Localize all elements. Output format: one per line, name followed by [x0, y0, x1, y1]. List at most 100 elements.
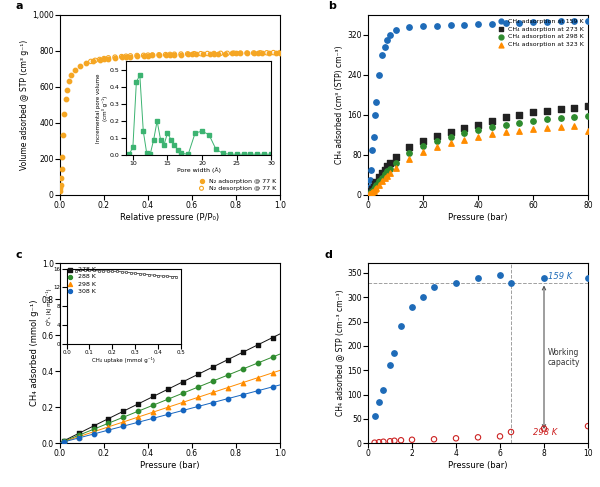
- CH₄ adsorption at 159 K: [391, 26, 400, 34]
- 288 K: [178, 389, 188, 397]
- Legend: 278 K, 288 K, 298 K, 308 K: 278 K, 288 K, 298 K, 308 K: [63, 266, 96, 295]
- CH₄ adsorption at 298 K: [473, 126, 483, 134]
- N₂ adsorption @ 77 K: [170, 51, 179, 58]
- N₂ desorption @ 77 K: [86, 57, 95, 65]
- 308 K: [59, 438, 68, 446]
- CH₄ adsorption at 273 K: [380, 166, 389, 173]
- N₂ adsorption @ 77 K: [75, 62, 85, 70]
- N₂ desorption @ 77 K: [139, 52, 148, 59]
- CH₄ adsorption at 273 K: [369, 183, 379, 190]
- Point: [385, 361, 395, 369]
- N₂ desorption @ 77 K: [99, 55, 109, 62]
- Point: [429, 283, 439, 291]
- N₂ adsorption @ 77 K: [66, 71, 76, 79]
- 298 K: [59, 438, 68, 446]
- N₂ desorption @ 77 K: [165, 51, 175, 58]
- CH₄ adsorption at 323 K: [365, 190, 375, 198]
- CH₄ adsorption at 273 K: [528, 108, 538, 116]
- X-axis label: Pressure (bar): Pressure (bar): [448, 213, 508, 222]
- N₂ desorption @ 77 K: [229, 49, 239, 57]
- CH₄ adsorption at 298 K: [377, 174, 386, 182]
- 288 K: [208, 377, 218, 385]
- N₂ desorption @ 77 K: [236, 49, 245, 57]
- CH₄ adsorption at 159 K: [366, 166, 376, 173]
- CH₄ adsorption at 298 K: [500, 121, 510, 129]
- 308 K: [163, 411, 173, 418]
- N₂ adsorption @ 77 K: [231, 49, 241, 57]
- CH₄ adsorption at 159 K: [528, 18, 538, 26]
- N₂ desorption @ 77 K: [262, 49, 272, 56]
- N₂ desorption @ 77 K: [242, 49, 252, 57]
- 288 K: [134, 407, 143, 415]
- 308 K: [238, 391, 248, 399]
- 288 K: [193, 383, 203, 391]
- N₂ desorption @ 77 K: [125, 52, 135, 60]
- N₂ adsorption @ 77 K: [125, 53, 135, 60]
- CH₄ adsorption at 159 K: [370, 111, 380, 118]
- N₂ adsorption @ 77 K: [143, 52, 153, 59]
- 288 K: [223, 371, 233, 379]
- Point: [374, 438, 384, 446]
- CH₄ adsorption at 298 K: [446, 133, 455, 141]
- CH₄ adsorption at 273 K: [418, 137, 428, 145]
- Point: [374, 398, 384, 406]
- CH₄ adsorption at 273 K: [365, 189, 374, 197]
- Text: Working
capacity: Working capacity: [547, 348, 580, 367]
- CH₄ adsorption at 323 K: [460, 136, 469, 144]
- N₂ adsorption @ 77 K: [209, 50, 219, 57]
- N₂ adsorption @ 77 K: [59, 110, 69, 117]
- 298 K: [148, 408, 158, 416]
- Point: [370, 412, 379, 420]
- 298 K: [119, 418, 128, 426]
- CH₄ adsorption at 323 K: [371, 184, 381, 191]
- CH₄ adsorption at 323 K: [500, 128, 510, 136]
- 308 K: [134, 418, 143, 426]
- Point: [539, 274, 549, 281]
- CH₄ adsorption at 298 K: [528, 117, 538, 125]
- N₂ desorption @ 77 K: [170, 50, 179, 58]
- CH₄ adsorption at 323 K: [385, 169, 395, 177]
- 298 K: [193, 393, 203, 401]
- Point: [506, 279, 516, 286]
- N₂ adsorption @ 77 K: [99, 56, 109, 63]
- CH₄ adsorption at 273 K: [370, 180, 380, 188]
- CH₄ adsorption at 273 K: [391, 153, 400, 161]
- N₂ adsorption @ 77 K: [198, 50, 208, 58]
- N₂ adsorption @ 77 K: [59, 131, 68, 139]
- CH₄ adsorption at 298 K: [382, 167, 392, 175]
- CH₄ adsorption at 298 K: [369, 185, 379, 192]
- Point: [407, 303, 417, 311]
- Legend: CH₄ adsorption at 159 K, CH₄ adsorption at 273 K, CH₄ adsorption at 298 K, CH₄ a: CH₄ adsorption at 159 K, CH₄ adsorption …: [494, 18, 585, 48]
- Text: d: d: [324, 250, 332, 260]
- N₂ adsorption @ 77 K: [161, 51, 170, 59]
- N₂ adsorption @ 77 K: [176, 51, 186, 58]
- N₂ desorption @ 77 K: [117, 53, 127, 60]
- N₂ desorption @ 77 K: [148, 51, 157, 59]
- N₂ adsorption @ 77 K: [71, 66, 80, 74]
- CH₄ adsorption at 273 K: [404, 143, 414, 151]
- Point: [451, 434, 461, 442]
- CH₄ adsorption at 298 K: [556, 114, 565, 122]
- N₂ desorption @ 77 K: [256, 49, 265, 56]
- Point: [539, 425, 549, 432]
- Point: [396, 322, 406, 330]
- 308 K: [253, 387, 262, 394]
- CH₄ adsorption at 298 K: [569, 113, 579, 121]
- CH₄ adsorption at 159 K: [380, 43, 389, 51]
- N₂ desorption @ 77 K: [143, 51, 153, 59]
- CH₄ adsorption at 298 K: [542, 115, 551, 123]
- CH₄ adsorption at 273 K: [377, 169, 386, 177]
- Point: [473, 433, 483, 441]
- N₂ adsorption @ 77 K: [104, 55, 113, 62]
- Point: [370, 439, 379, 447]
- CH₄ adsorption at 273 K: [473, 121, 483, 129]
- CH₄ adsorption at 323 K: [367, 188, 377, 196]
- Y-axis label: CH₄ adsorbed @ STP (cm⁻³ cm⁻³): CH₄ adsorbed @ STP (cm⁻³ cm⁻³): [335, 290, 344, 416]
- N₂ adsorption @ 77 K: [275, 49, 285, 56]
- CH₄ adsorption at 298 K: [418, 142, 428, 150]
- 298 K: [163, 403, 173, 411]
- CH₄ adsorption at 298 K: [374, 177, 384, 185]
- N₂ adsorption @ 77 K: [187, 50, 197, 58]
- 278 K: [223, 356, 233, 364]
- Point: [407, 436, 417, 444]
